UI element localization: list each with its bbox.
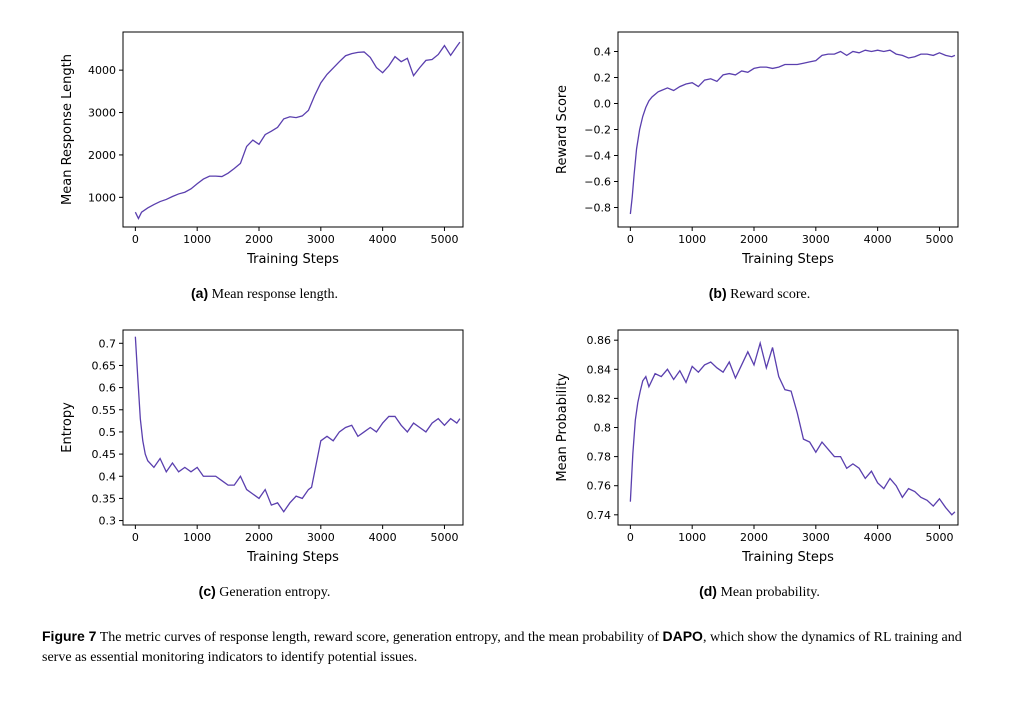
- svg-text:2000: 2000: [740, 233, 768, 246]
- chart-d: 0 1000 2000 3000 4000 5000 0.74 0.76 0.78 0.8 0.82…: [550, 318, 970, 573]
- svg-text:0: 0: [626, 233, 633, 246]
- svg-text:0.7: 0.7: [98, 337, 116, 350]
- svg-text:0.65: 0.65: [91, 359, 116, 372]
- svg-text:−0.4: −0.4: [584, 150, 611, 163]
- svg-text:Mean Probability: Mean Probability: [555, 373, 570, 482]
- svg-text:1000: 1000: [88, 191, 116, 204]
- svg-text:2000: 2000: [88, 149, 116, 162]
- svg-text:5000: 5000: [430, 531, 458, 544]
- svg-text:2000: 2000: [740, 531, 768, 544]
- svg-text:3000: 3000: [801, 233, 829, 246]
- subcaption-tag-b: (b): [709, 285, 727, 301]
- svg-text:0.55: 0.55: [91, 404, 116, 417]
- svg-text:−0.8: −0.8: [584, 202, 611, 215]
- figure-grid: 0 1000 2000 3000 4000 5000 1000 2000 3000 4000 Tra…: [42, 20, 982, 601]
- panel-b: 0 1000 2000 3000 4000 5000 −0.8 −0.6 −0.4 −0.2 0.0…: [537, 20, 982, 303]
- subcaption-tag-a: (a): [191, 285, 208, 301]
- svg-text:0: 0: [131, 233, 138, 246]
- subcaption-a: (a) Mean response length.: [191, 285, 338, 303]
- svg-text:0.0: 0.0: [593, 98, 611, 111]
- svg-text:−0.6: −0.6: [584, 176, 611, 189]
- svg-text:Reward Score: Reward Score: [555, 85, 570, 174]
- panel-a: 0 1000 2000 3000 4000 5000 1000 2000 3000 4000 Tra…: [42, 20, 487, 303]
- svg-text:0.4: 0.4: [98, 470, 116, 483]
- subcaption-d: (d) Mean probability.: [699, 583, 820, 601]
- svg-text:1000: 1000: [183, 531, 211, 544]
- svg-text:0.74: 0.74: [586, 509, 611, 522]
- svg-text:0.4: 0.4: [593, 46, 611, 59]
- svg-text:5000: 5000: [925, 233, 953, 246]
- subcaption-b: (b) Reward score.: [709, 285, 810, 303]
- svg-text:2000: 2000: [245, 233, 273, 246]
- svg-text:0.76: 0.76: [586, 480, 611, 493]
- svg-text:Mean Response Length: Mean Response Length: [60, 54, 75, 205]
- subcaption-text-c: Generation entropy.: [219, 585, 330, 600]
- chart-b: 0 1000 2000 3000 4000 5000 −0.8 −0.6 −0.4 −0.2 0.0…: [550, 20, 970, 275]
- subcaption-c: (c) Generation entropy.: [199, 583, 331, 601]
- svg-text:4000: 4000: [368, 531, 396, 544]
- svg-text:0.78: 0.78: [586, 451, 611, 464]
- subcaption-text-d: Mean probability.: [720, 585, 819, 600]
- svg-text:3000: 3000: [306, 531, 334, 544]
- svg-text:0: 0: [626, 531, 633, 544]
- svg-text:4000: 4000: [863, 233, 891, 246]
- svg-text:0.2: 0.2: [593, 72, 611, 85]
- panel-c: 0 1000 2000 3000 4000 5000 0.3 0.35 0.4 0.45 0.5 0.…: [42, 318, 487, 601]
- svg-text:Training Steps: Training Steps: [741, 550, 834, 565]
- svg-text:0.8: 0.8: [593, 422, 611, 435]
- chart-c: 0 1000 2000 3000 4000 5000 0.3 0.35 0.4 0.45 0.5 0.…: [55, 318, 475, 573]
- svg-text:0.35: 0.35: [91, 492, 116, 505]
- svg-text:1000: 1000: [678, 531, 706, 544]
- svg-text:3000: 3000: [88, 107, 116, 120]
- svg-text:Training Steps: Training Steps: [741, 252, 834, 267]
- svg-text:4000: 4000: [368, 233, 396, 246]
- svg-text:1000: 1000: [183, 233, 211, 246]
- svg-text:0.86: 0.86: [586, 334, 611, 347]
- svg-text:5000: 5000: [430, 233, 458, 246]
- svg-text:3000: 3000: [306, 233, 334, 246]
- svg-text:−0.2: −0.2: [584, 124, 611, 137]
- svg-text:4000: 4000: [863, 531, 891, 544]
- svg-text:Entropy: Entropy: [60, 402, 75, 453]
- svg-text:0: 0: [131, 531, 138, 544]
- svg-text:3000: 3000: [801, 531, 829, 544]
- subcaption-text-a: Mean response length.: [212, 287, 338, 302]
- svg-text:0.84: 0.84: [586, 363, 611, 376]
- svg-text:5000: 5000: [925, 531, 953, 544]
- svg-text:0.5: 0.5: [98, 426, 116, 439]
- figure-caption-body: The metric curves of response length, re…: [96, 630, 662, 645]
- figure-label: Figure 7: [42, 628, 96, 644]
- svg-text:0.6: 0.6: [98, 382, 116, 395]
- subcaption-tag-c: (c): [199, 583, 216, 599]
- svg-text:0.3: 0.3: [98, 515, 116, 528]
- svg-text:0.82: 0.82: [586, 392, 611, 405]
- chart-a: 0 1000 2000 3000 4000 5000 1000 2000 3000 4000 Tra…: [55, 20, 475, 275]
- figure-caption: Figure 7 The metric curves of response l…: [42, 626, 982, 669]
- svg-text:2000: 2000: [245, 531, 273, 544]
- svg-text:4000: 4000: [88, 64, 116, 77]
- svg-text:0.45: 0.45: [91, 448, 116, 461]
- svg-text:1000: 1000: [678, 233, 706, 246]
- panel-d: 0 1000 2000 3000 4000 5000 0.74 0.76 0.78 0.8 0.82…: [537, 318, 982, 601]
- subcaption-text-b: Reward score.: [730, 287, 810, 302]
- svg-text:Training Steps: Training Steps: [246, 252, 339, 267]
- svg-text:Training Steps: Training Steps: [246, 550, 339, 565]
- subcaption-tag-d: (d): [699, 583, 717, 599]
- figure-caption-dapo: DAPO: [663, 628, 703, 644]
